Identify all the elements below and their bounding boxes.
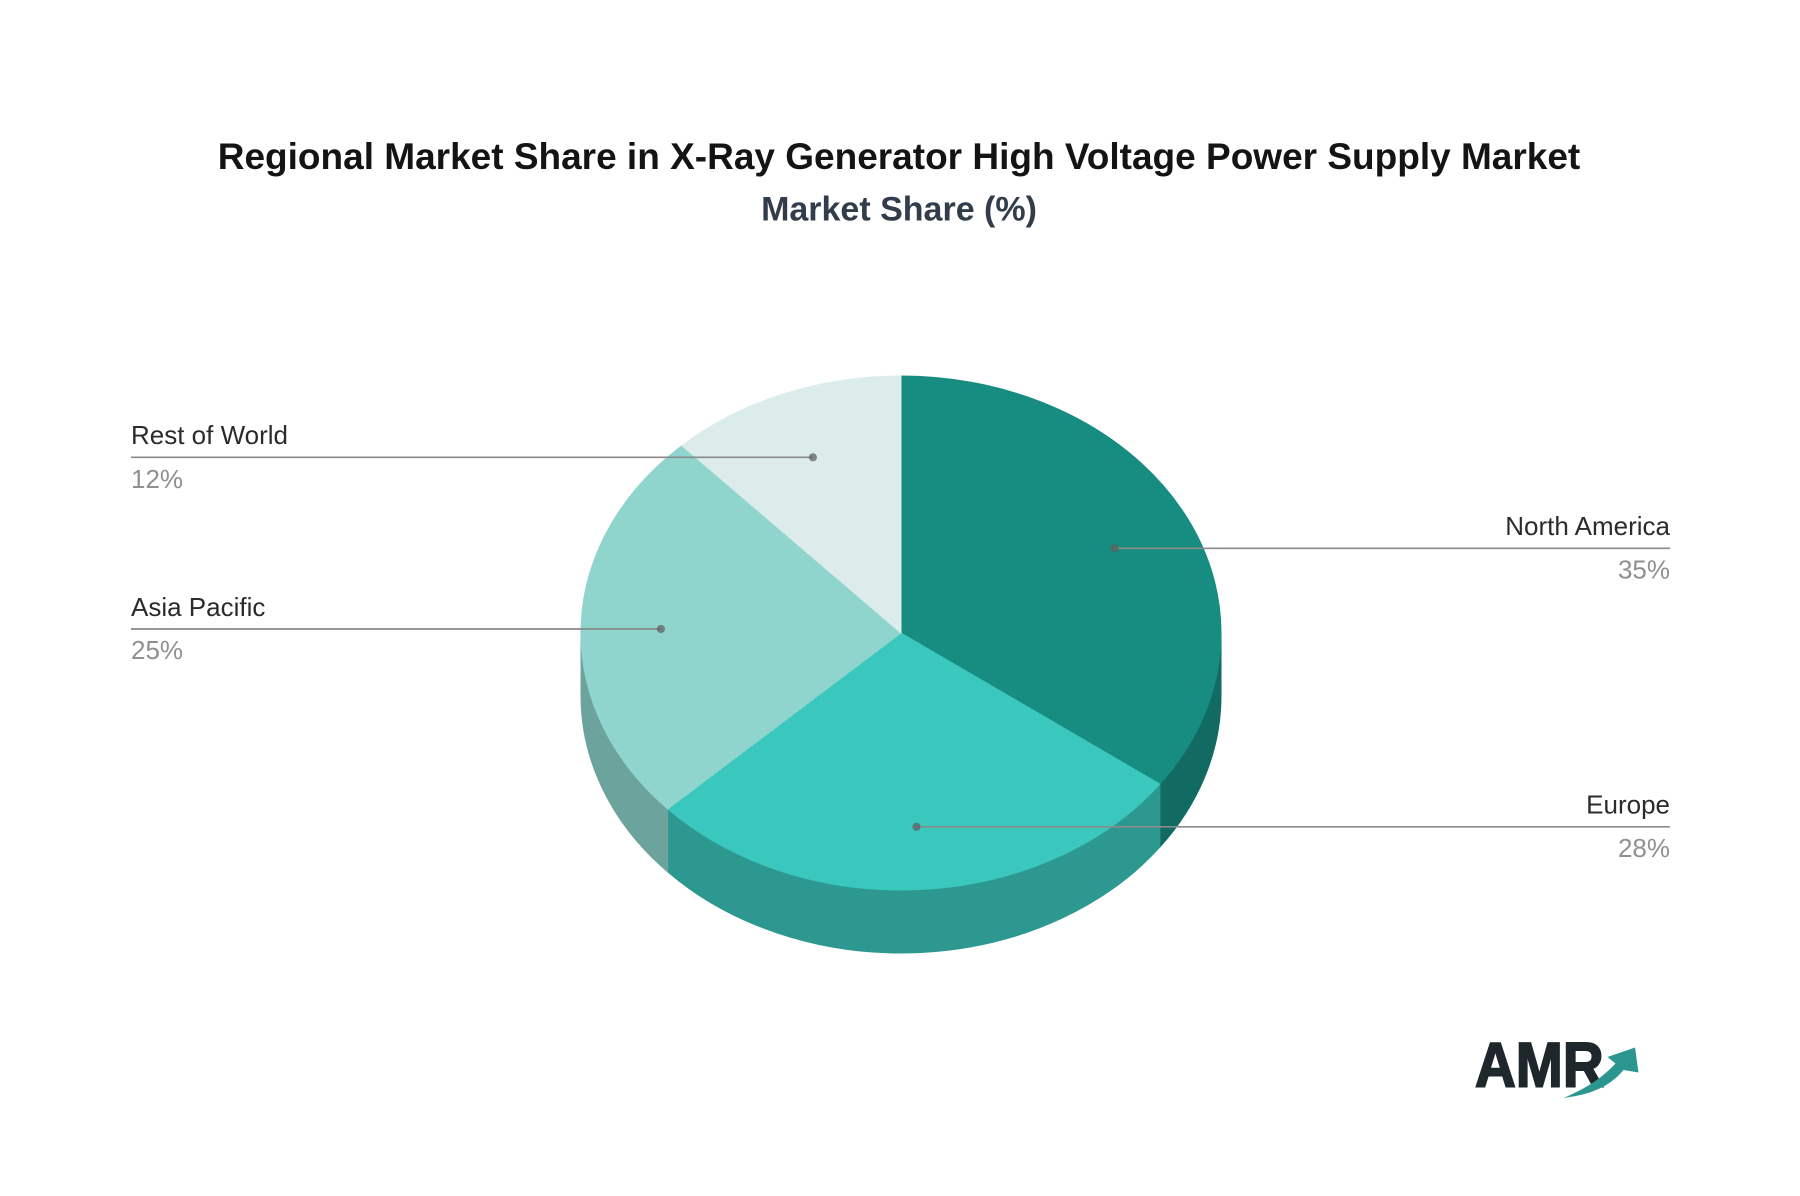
svg-text:Market Share (%): Market Share (%) bbox=[761, 191, 1037, 229]
svg-text:Rest of World: Rest of World bbox=[131, 420, 288, 450]
svg-text:28%: 28% bbox=[1618, 833, 1670, 863]
svg-text:Regional Market Share in X-Ray: Regional Market Share in X-Ray Generator… bbox=[218, 136, 1580, 177]
svg-text:35%: 35% bbox=[1618, 554, 1670, 584]
svg-text:North America: North America bbox=[1505, 511, 1670, 541]
svg-text:25%: 25% bbox=[131, 635, 183, 665]
svg-text:12%: 12% bbox=[131, 464, 183, 494]
svg-text:Asia Pacific: Asia Pacific bbox=[131, 592, 265, 622]
svg-text:Europe: Europe bbox=[1586, 790, 1670, 820]
